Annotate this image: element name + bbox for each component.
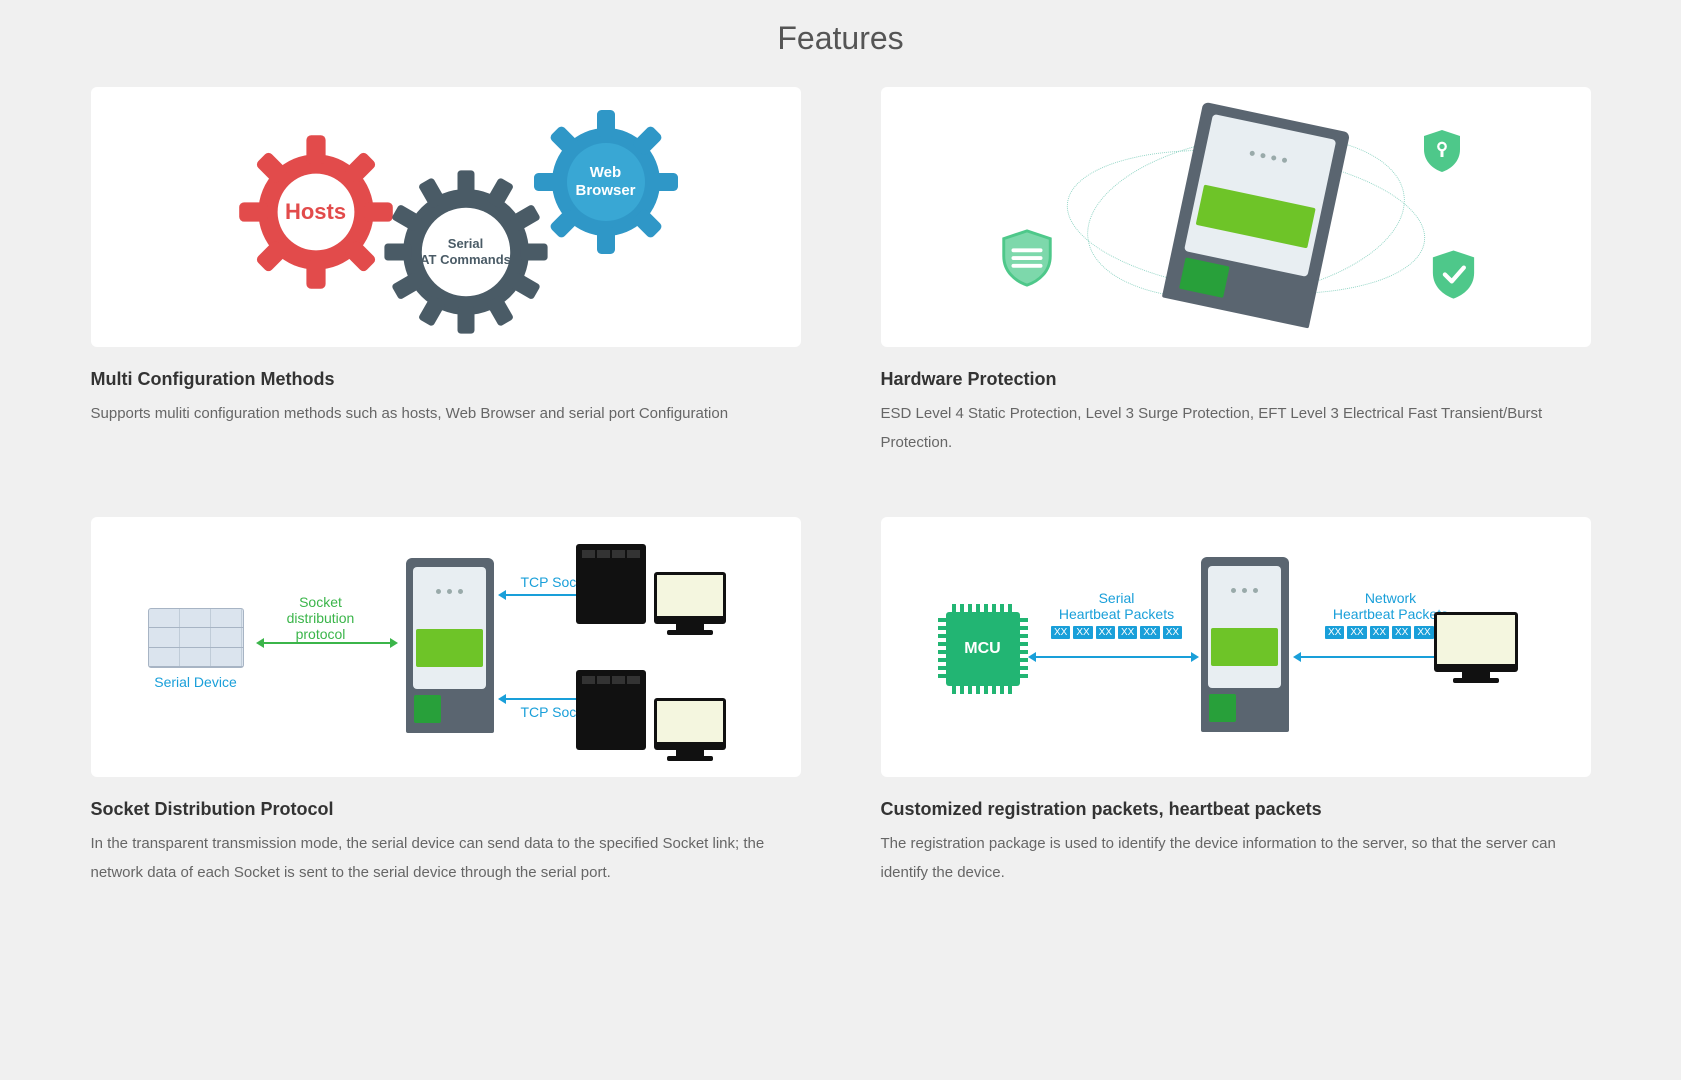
arrow-serial-heartbeat-icon <box>1036 656 1191 658</box>
multi-config-title: Multi Configuration Methods <box>91 369 801 390</box>
arrow-serial-to-device-icon <box>264 642 390 644</box>
page-title: Features <box>10 20 1671 57</box>
device-icon <box>1201 557 1289 732</box>
arrow-network-heartbeat-icon <box>1301 656 1446 658</box>
socket-protocol-label: Socketdistributionprotocol <box>271 594 371 642</box>
serial-device-icon: Serial Device <box>148 608 244 690</box>
server-b-icon <box>576 670 726 750</box>
gear-web-browser-label: WebBrowser <box>575 164 635 200</box>
server-a-icon <box>576 544 726 624</box>
shield-check-icon <box>1426 247 1481 302</box>
feature-card-heartbeat: MCU SerialHeartbeat Packets XXXXXXXXXXXX… <box>881 517 1591 887</box>
socket-distribution-illustration: Serial Device Socketdistributionprotocol… <box>91 517 801 777</box>
features-grid: Hosts SerialAT Commands WebBrowser Multi… <box>91 87 1591 887</box>
multi-config-desc: Supports muliti configuration methods su… <box>91 400 801 429</box>
heartbeat-title: Customized registration packets, heartbe… <box>881 799 1591 820</box>
hardware-protection-title: Hardware Protection <box>881 369 1591 390</box>
heartbeat-illustration: MCU SerialHeartbeat Packets XXXXXXXXXXXX… <box>881 517 1591 777</box>
shield-lock-icon <box>1418 127 1466 175</box>
device-icon <box>1161 102 1349 329</box>
multi-config-illustration: Hosts SerialAT Commands WebBrowser <box>91 87 801 347</box>
hardware-protection-desc: ESD Level 4 Static Protection, Level 3 S… <box>881 400 1591 457</box>
gear-serial-at-icon: SerialAT Commands <box>381 167 551 337</box>
feature-card-hardware-protection: Hardware Protection ESD Level 4 Static P… <box>881 87 1591 457</box>
hardware-protection-illustration <box>881 87 1591 347</box>
serial-heartbeat-label: SerialHeartbeat Packets XXXXXXXXXXXX <box>1052 590 1182 639</box>
feature-card-multi-config: Hosts SerialAT Commands WebBrowser Multi… <box>91 87 801 457</box>
gear-hosts-label: Hosts <box>285 199 346 225</box>
shield-stripes-icon <box>996 227 1058 289</box>
device-icon <box>406 558 494 733</box>
gear-serial-at-label: SerialAT Commands <box>420 236 511 267</box>
gear-hosts-icon: Hosts <box>236 132 396 292</box>
feature-card-socket-distribution: Serial Device Socketdistributionprotocol… <box>91 517 801 887</box>
gear-web-browser-icon: WebBrowser <box>531 107 681 257</box>
heartbeat-desc: The registration package is used to iden… <box>881 830 1591 887</box>
socket-distribution-desc: In the transparent transmission mode, th… <box>91 830 801 887</box>
monitor-icon <box>1434 612 1518 672</box>
socket-distribution-title: Socket Distribution Protocol <box>91 799 801 820</box>
mcu-chip-icon: MCU <box>946 612 1020 686</box>
serial-device-label: Serial Device <box>148 674 244 690</box>
